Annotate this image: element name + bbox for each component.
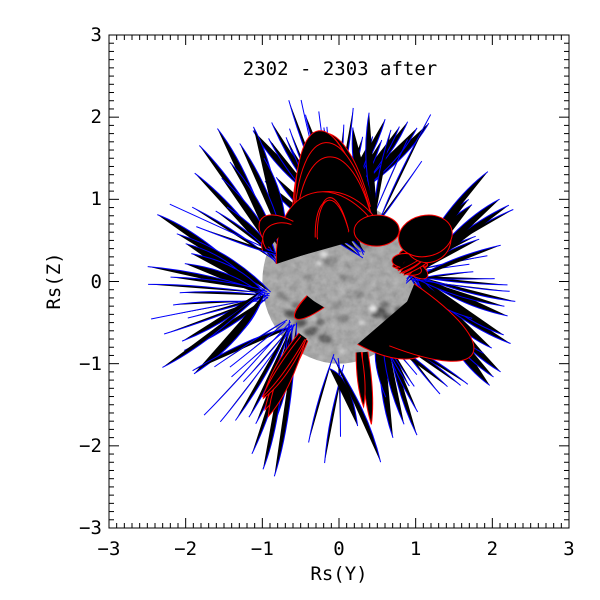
open-field-line (163, 295, 266, 335)
closed-field-loop (316, 199, 350, 238)
y-tick-label: −3 (79, 517, 102, 539)
open-field-line (417, 271, 474, 281)
y-tick-label: 0 (90, 270, 102, 293)
x-tick-label: −1 (250, 538, 274, 560)
closed-field-loop (389, 283, 475, 362)
closed-field-loop (294, 296, 325, 320)
x-tick-label: −3 (97, 538, 121, 560)
y-tick-label: −1 (79, 352, 102, 375)
closed-field-loop (261, 335, 306, 398)
axis-ticks (108, 34, 570, 529)
open-field-line (308, 354, 335, 443)
open-field-line (412, 275, 505, 307)
open-field-line (379, 114, 432, 219)
open-field-line (229, 321, 286, 368)
plot-title: 2302 - 2303 after (242, 58, 438, 80)
open-field-line (234, 324, 291, 421)
open-field-line (193, 292, 266, 375)
closed-field-loop (262, 222, 292, 250)
y-tick-label: 3 (90, 24, 102, 46)
open-field-line (333, 357, 382, 463)
open-field-line (181, 288, 266, 342)
x-tick-label: 3 (563, 538, 575, 560)
closed-field-loop (355, 351, 366, 409)
open-field-line (170, 276, 268, 293)
open-field-line (329, 368, 359, 427)
x-tick-label: 2 (486, 538, 499, 560)
y-tick-label: −2 (79, 434, 102, 457)
closed-field-lines (258, 130, 475, 425)
x-tick-label: 1 (409, 538, 422, 560)
open-field-line (203, 321, 291, 416)
y-axis-label: Rs(Z) (43, 252, 65, 310)
closed-field-loop (353, 214, 400, 247)
x-axis-label: Rs(Y) (310, 563, 368, 585)
open-field-line (191, 206, 276, 262)
open-field-line (214, 319, 288, 368)
x-tick-label: 0 (333, 538, 345, 560)
open-field-line (410, 279, 510, 292)
open-field-line (162, 291, 264, 368)
y-tick-label: 2 (90, 106, 102, 129)
y-tick-label: 1 (90, 188, 102, 211)
closed-field-loop (398, 214, 453, 258)
open-field-line (169, 203, 281, 256)
x-tick-label: −2 (174, 538, 198, 560)
open-field-line (242, 325, 293, 383)
